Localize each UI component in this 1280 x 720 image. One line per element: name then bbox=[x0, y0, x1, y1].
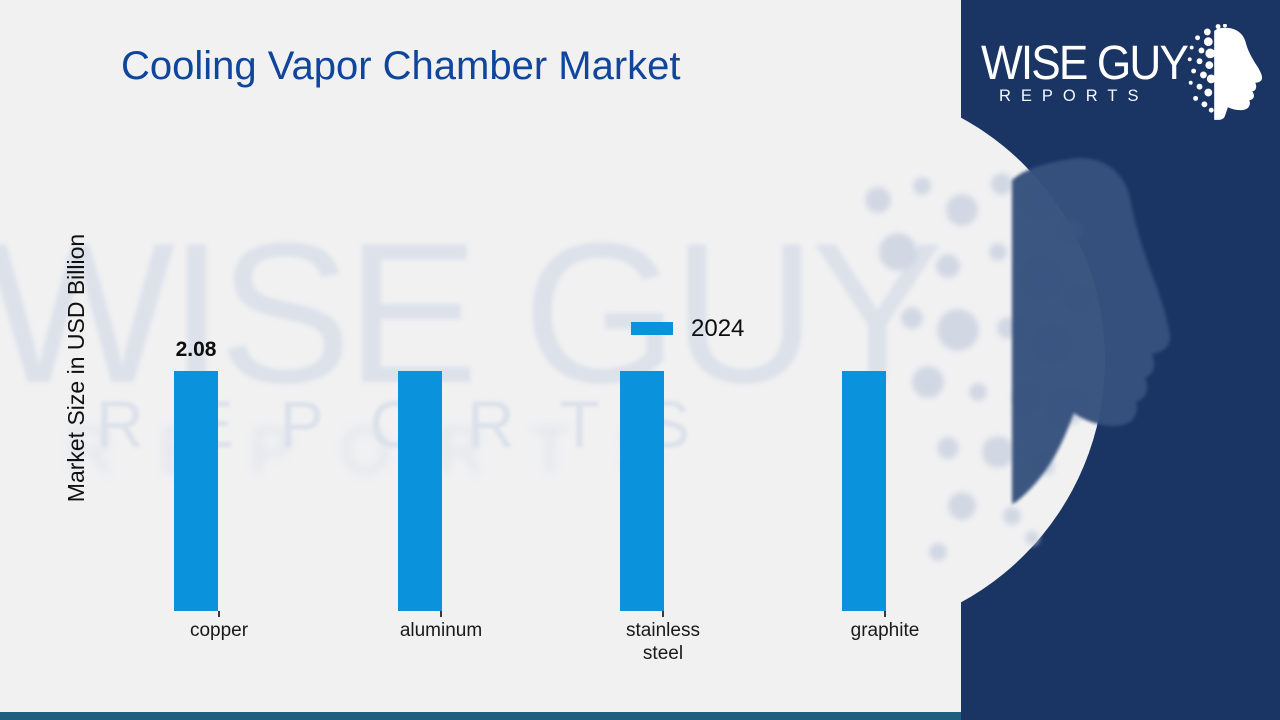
category-label-graphite: graphite bbox=[850, 620, 920, 641]
x-tick bbox=[218, 611, 220, 617]
bar-aluminum bbox=[398, 371, 442, 611]
ghost-face-silhouette bbox=[1012, 158, 1171, 504]
bar-copper bbox=[174, 371, 218, 611]
logo-reports-text: REPORTS bbox=[999, 87, 1149, 105]
x-tick bbox=[662, 611, 664, 617]
legend-label: 2024 bbox=[691, 315, 745, 342]
watermark-reports-text-blur: REPORTS bbox=[66, 413, 706, 487]
category-label-stainless-steel: stainless steel bbox=[626, 620, 700, 664]
footer-teal-bar bbox=[0, 712, 961, 720]
page-title: Cooling Vapor Chamber Market bbox=[121, 44, 681, 88]
x-tick bbox=[884, 611, 886, 617]
legend-swatch bbox=[631, 322, 673, 335]
category-label-aluminum: aluminum bbox=[399, 620, 483, 641]
bar-value-label: 2.08 bbox=[175, 338, 217, 361]
y-axis-label: Market Size in USD Billion bbox=[63, 233, 89, 503]
logo-face-icon bbox=[1187, 24, 1263, 120]
logo-wiseguy-text: WISE GUY bbox=[981, 37, 1189, 90]
category-label-copper: copper bbox=[189, 620, 249, 641]
x-tick bbox=[440, 611, 442, 617]
bar-graphite bbox=[842, 371, 886, 611]
watermark-wiseguy-text: WISE GUY bbox=[0, 202, 944, 425]
bar-stainless-steel bbox=[620, 371, 664, 611]
